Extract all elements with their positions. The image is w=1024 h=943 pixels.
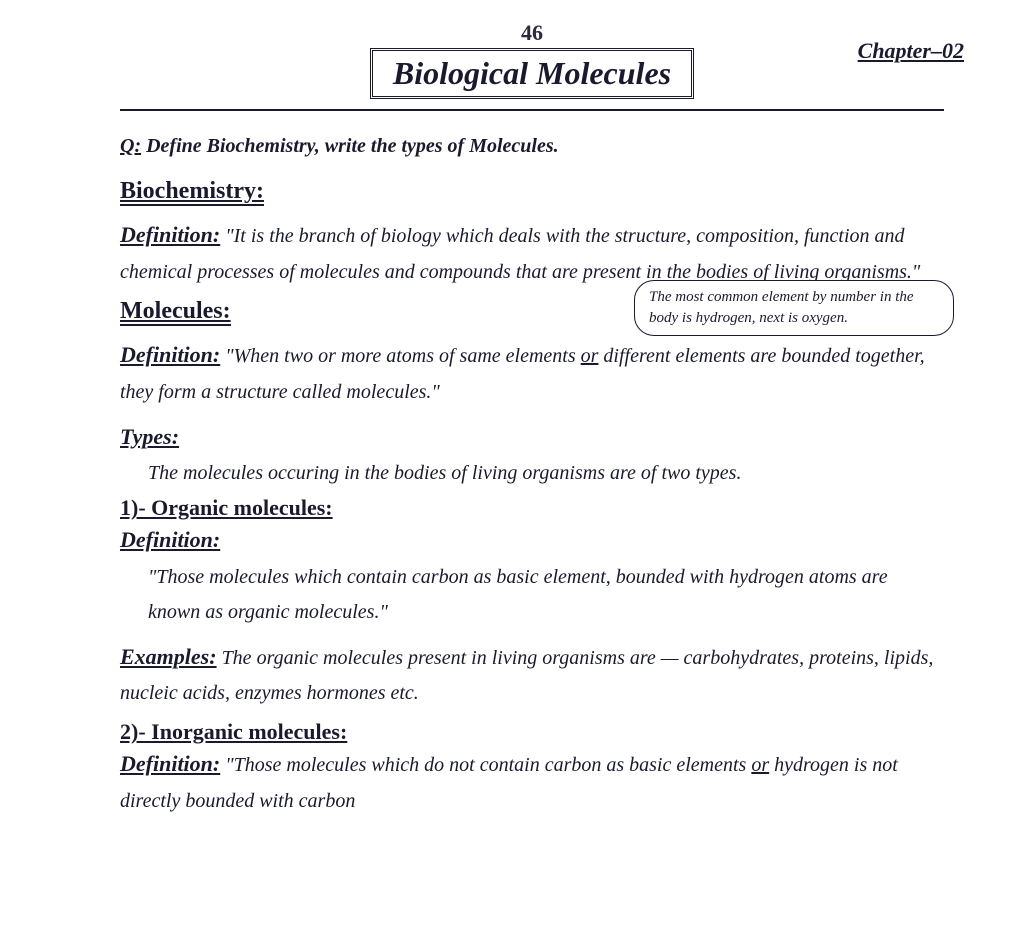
- inorganic-def-or: or: [751, 754, 769, 776]
- note-box: The most common element by number in the…: [634, 280, 954, 336]
- chapter-label: Chapter–02: [858, 38, 964, 64]
- title-box: Biological Molecules: [370, 48, 694, 99]
- organic-examples-label: Examples:: [120, 644, 217, 669]
- molecules-def-or: or: [581, 345, 599, 367]
- inorganic-number-label: 2)- Inorganic molecules:: [120, 719, 347, 744]
- organic-def-text: "Those molecules which contain carbon as…: [148, 566, 888, 623]
- types-text: The molecules occuring in the bodies of …: [148, 456, 944, 491]
- question-q-label: Q:: [120, 135, 141, 157]
- header-row: Biological Molecules Chapter–02: [120, 48, 944, 99]
- biochem-def-text: "It is the branch of biology which deals…: [120, 225, 920, 283]
- question-line: Q: Define Biochemistry, write the types …: [120, 129, 944, 164]
- molecules-def-text-1: "When two or more atoms of same elements: [220, 345, 580, 367]
- biochem-def-label: Definition:: [120, 222, 220, 247]
- organic-number-label: 1)- Organic molecules:: [120, 495, 333, 520]
- biochemistry-heading: Biochemistry:: [120, 178, 264, 206]
- molecules-def-label: Definition:: [120, 342, 220, 367]
- question-text: Define Biochemistry, write the types of …: [141, 135, 559, 157]
- inorganic-section: 2)- Inorganic molecules: Definition: "Th…: [120, 719, 944, 819]
- organic-def-label: Definition:: [120, 527, 220, 552]
- page-number: 46: [120, 20, 944, 46]
- inorganic-def-label: Definition:: [120, 751, 220, 776]
- types-label: Types:: [120, 424, 179, 449]
- biochemistry-section: Biochemistry: Definition: "It is the bra…: [120, 178, 944, 290]
- organic-section: 1)- Organic molecules: Definition: "Thos…: [120, 495, 944, 711]
- organic-examples-text: The organic molecules present in living …: [120, 647, 933, 705]
- header-underline: [120, 109, 944, 111]
- molecules-heading: Molecules:: [120, 298, 231, 326]
- inorganic-def-text-1: "Those molecules which do not contain ca…: [220, 754, 751, 776]
